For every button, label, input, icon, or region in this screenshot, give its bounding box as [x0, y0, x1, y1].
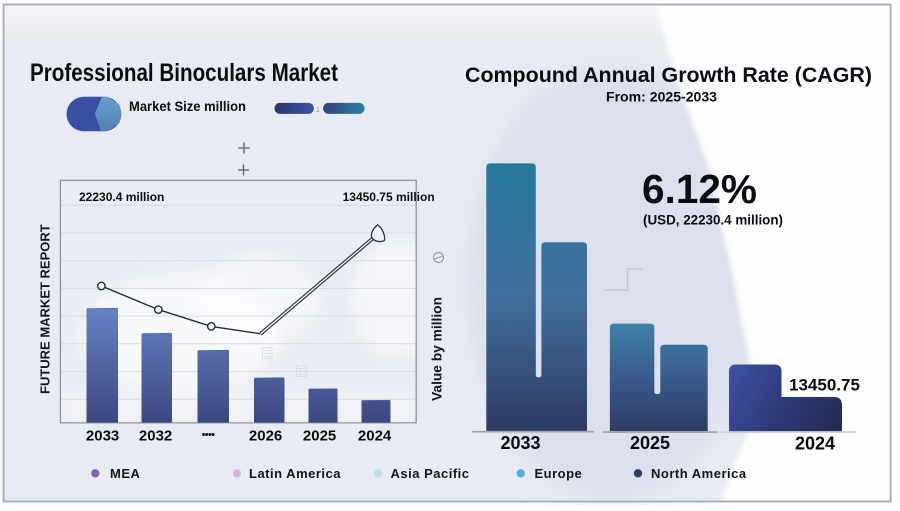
svg-text:2024: 2024 — [358, 428, 392, 445]
svg-text:MEA: MEA — [110, 466, 141, 481]
svg-text:From: 2025-2033: From: 2025-2033 — [606, 89, 717, 105]
svg-text:1: 1 — [316, 107, 320, 114]
svg-text:Asia Pacific: Asia Pacific — [391, 466, 470, 481]
svg-text:North America: North America — [651, 466, 747, 481]
svg-text:22230.4 million: 22230.4 million — [79, 190, 164, 204]
svg-text:2025: 2025 — [630, 433, 670, 453]
svg-text:(USD, 22230.4 million): (USD, 22230.4 million) — [643, 213, 783, 228]
svg-text:13450.75: 13450.75 — [789, 376, 860, 395]
svg-text:13450.75 million: 13450.75 million — [343, 190, 435, 204]
svg-text:Professional Binoculars Market: Professional Binoculars Market — [30, 59, 339, 87]
svg-text:2033: 2033 — [86, 428, 119, 445]
svg-text:FUTURE MARKET REPORT: FUTURE MARKET REPORT — [38, 224, 53, 394]
svg-text:Europe: Europe — [535, 466, 583, 481]
svg-text:2033: 2033 — [500, 433, 540, 453]
svg-text:Market Size million: Market Size million — [129, 99, 246, 114]
svg-text:Compound Annual Growth Rate (C: Compound Annual Growth Rate (CAGR) — [465, 64, 872, 87]
svg-text:Latin America: Latin America — [249, 466, 341, 481]
svg-text:2024: 2024 — [795, 434, 835, 454]
svg-text:2026: 2026 — [249, 428, 282, 445]
svg-text:2032: 2032 — [139, 428, 172, 445]
svg-text:6.12%: 6.12% — [642, 166, 757, 212]
svg-text:Value by million: Value by million — [430, 297, 445, 401]
svg-text:2025: 2025 — [303, 428, 336, 445]
